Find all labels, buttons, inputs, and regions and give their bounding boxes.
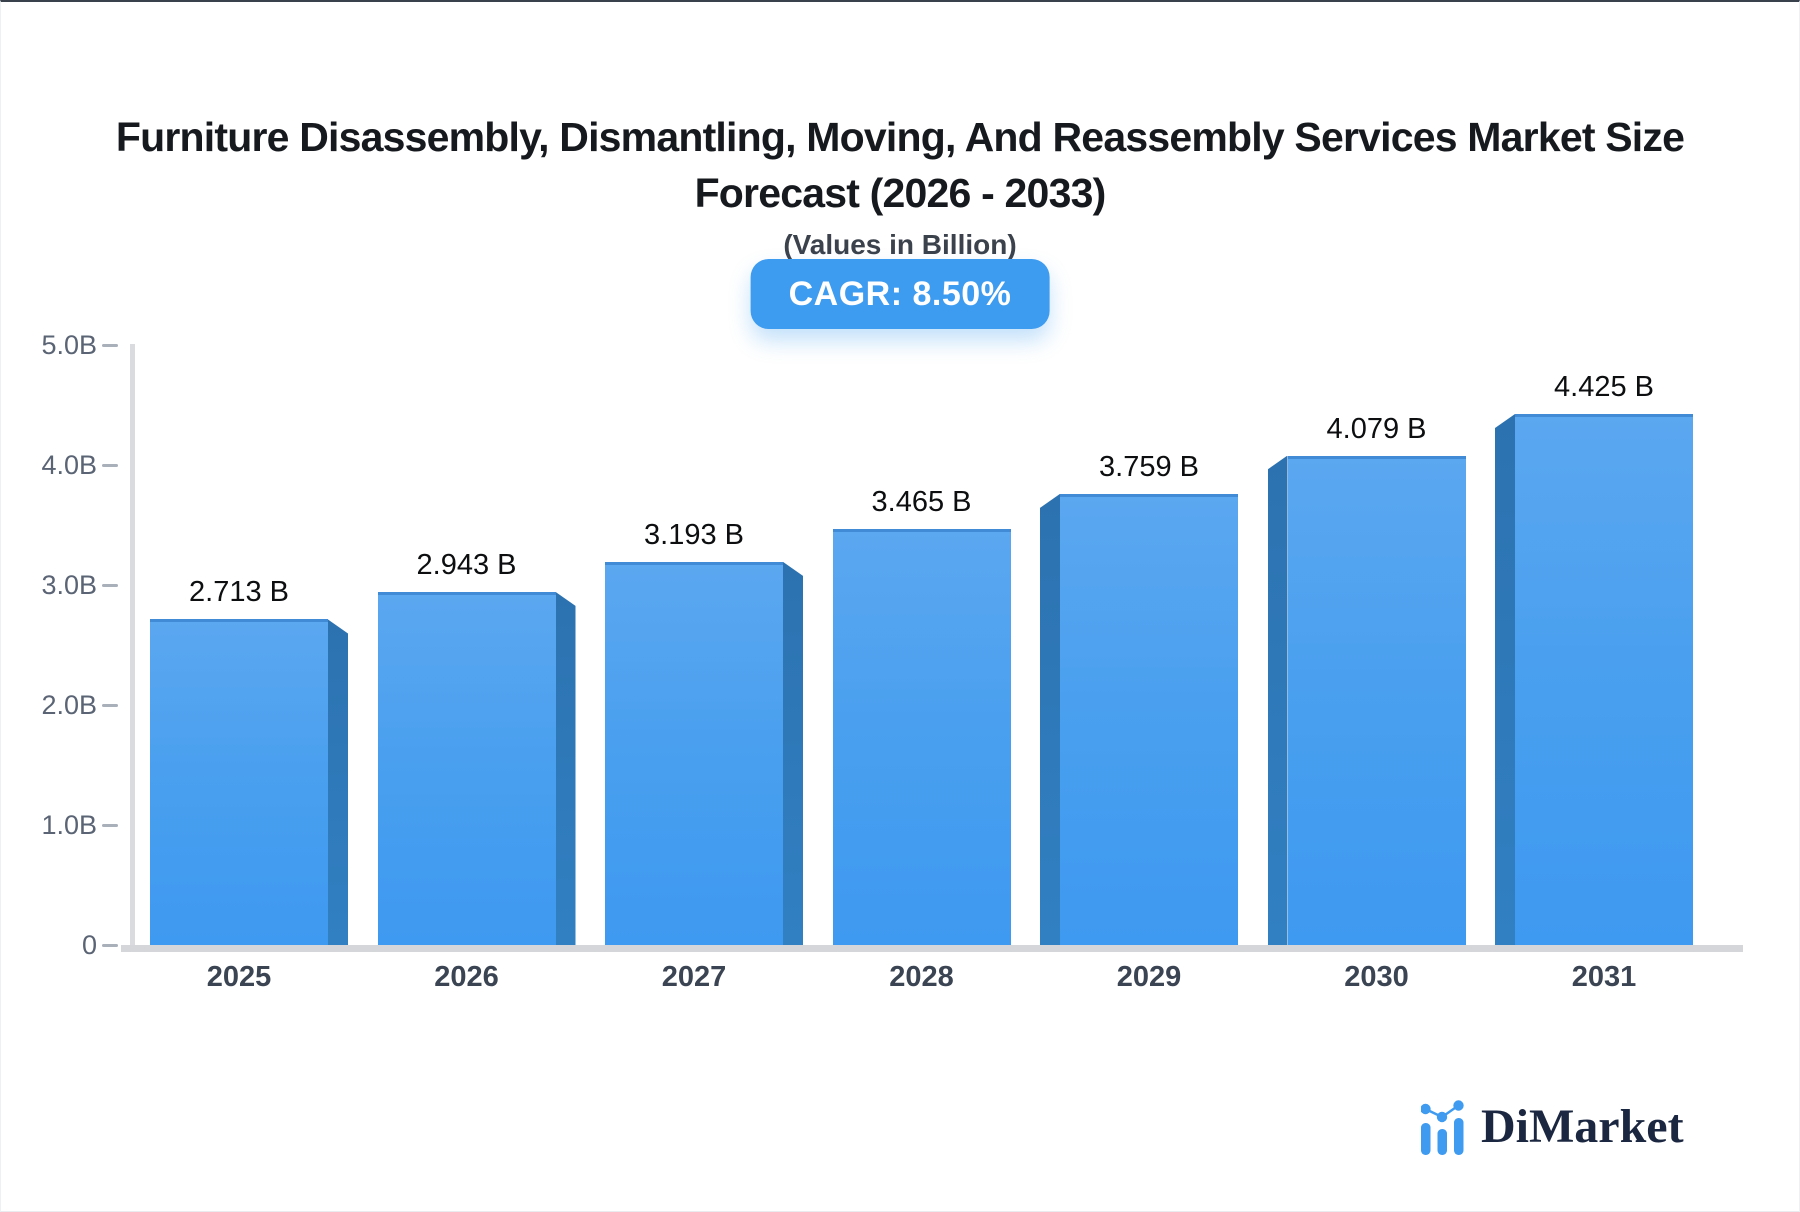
y-axis-tick — [102, 943, 118, 947]
y-axis-tick-label: 3.0B — [41, 570, 97, 600]
chart-title-line1: Furniture Disassembly, Dismantling, Movi… — [115, 114, 1685, 160]
y-axis-tick — [102, 463, 118, 467]
x-axis-label-2028: 2028 — [889, 961, 954, 993]
dimarket-logo: DiMarket — [1421, 1098, 1684, 1156]
bar-2030[interactable] — [1287, 455, 1466, 945]
bar-2026-side-face — [555, 591, 576, 945]
bar-value-label-2030: 4.079 B — [1326, 412, 1427, 445]
y-axis-tick-label: 4.0B — [41, 450, 97, 480]
bar-value-label-2031: 4.425 B — [1554, 371, 1654, 403]
y-axis-tick-label: 5.0B — [41, 330, 97, 360]
bar-2025-side-face — [328, 619, 348, 945]
bar-2025[interactable] — [150, 619, 328, 945]
y-axis-tick-label: 0 — [81, 930, 97, 960]
cagr-badge: CAGR: 8.50% — [750, 259, 1050, 329]
y-axis-line — [130, 344, 135, 952]
logo-text: DiMarket — [1481, 1100, 1684, 1153]
y-axis-tick — [102, 703, 118, 707]
bar-value-label-2026: 2.943 B — [416, 548, 517, 581]
y-axis-tick — [102, 583, 118, 587]
chart-subtitle: (Values in Billion) — [783, 229, 1017, 260]
x-axis-label-2031: 2031 — [1571, 961, 1637, 993]
y-axis-tick — [102, 343, 118, 347]
bar-2028[interactable] — [832, 529, 1011, 945]
bar-2029-side-face — [1040, 493, 1060, 945]
x-axis-label-2026: 2026 — [434, 961, 499, 993]
x-axis-label-2027: 2027 — [661, 961, 727, 993]
bar-2027[interactable] — [605, 561, 783, 945]
x-axis-label-2029: 2029 — [1116, 961, 1182, 993]
x-axis-label-2030: 2030 — [1344, 961, 1409, 993]
bar-2031[interactable] — [1515, 414, 1693, 945]
bar-2027-side-face — [783, 561, 803, 945]
x-axis-label-2025: 2025 — [206, 961, 272, 993]
bar-2030-side-face — [1267, 455, 1288, 945]
bar-value-label-2028: 3.465 B — [871, 486, 972, 519]
bar-value-label-2025: 2.713 B — [189, 576, 289, 609]
bar-2029[interactable] — [1060, 493, 1238, 945]
chart-title-line2: Forecast (2026 - 2033) — [694, 170, 1107, 216]
y-axis-tick-label: 1.0B — [41, 810, 97, 840]
bar-2026[interactable] — [377, 591, 556, 945]
bar-value-label-2027: 3.193 B — [644, 518, 744, 551]
bar-2031-side-face — [1495, 414, 1515, 945]
y-axis-tick-label: 2.0B — [41, 690, 97, 720]
y-axis-tick — [102, 823, 118, 827]
x-axis-baseline — [121, 945, 1743, 952]
bar-value-label-2029: 3.759 B — [1099, 450, 1199, 483]
mini-bar-chart-icon — [1421, 1100, 1464, 1155]
